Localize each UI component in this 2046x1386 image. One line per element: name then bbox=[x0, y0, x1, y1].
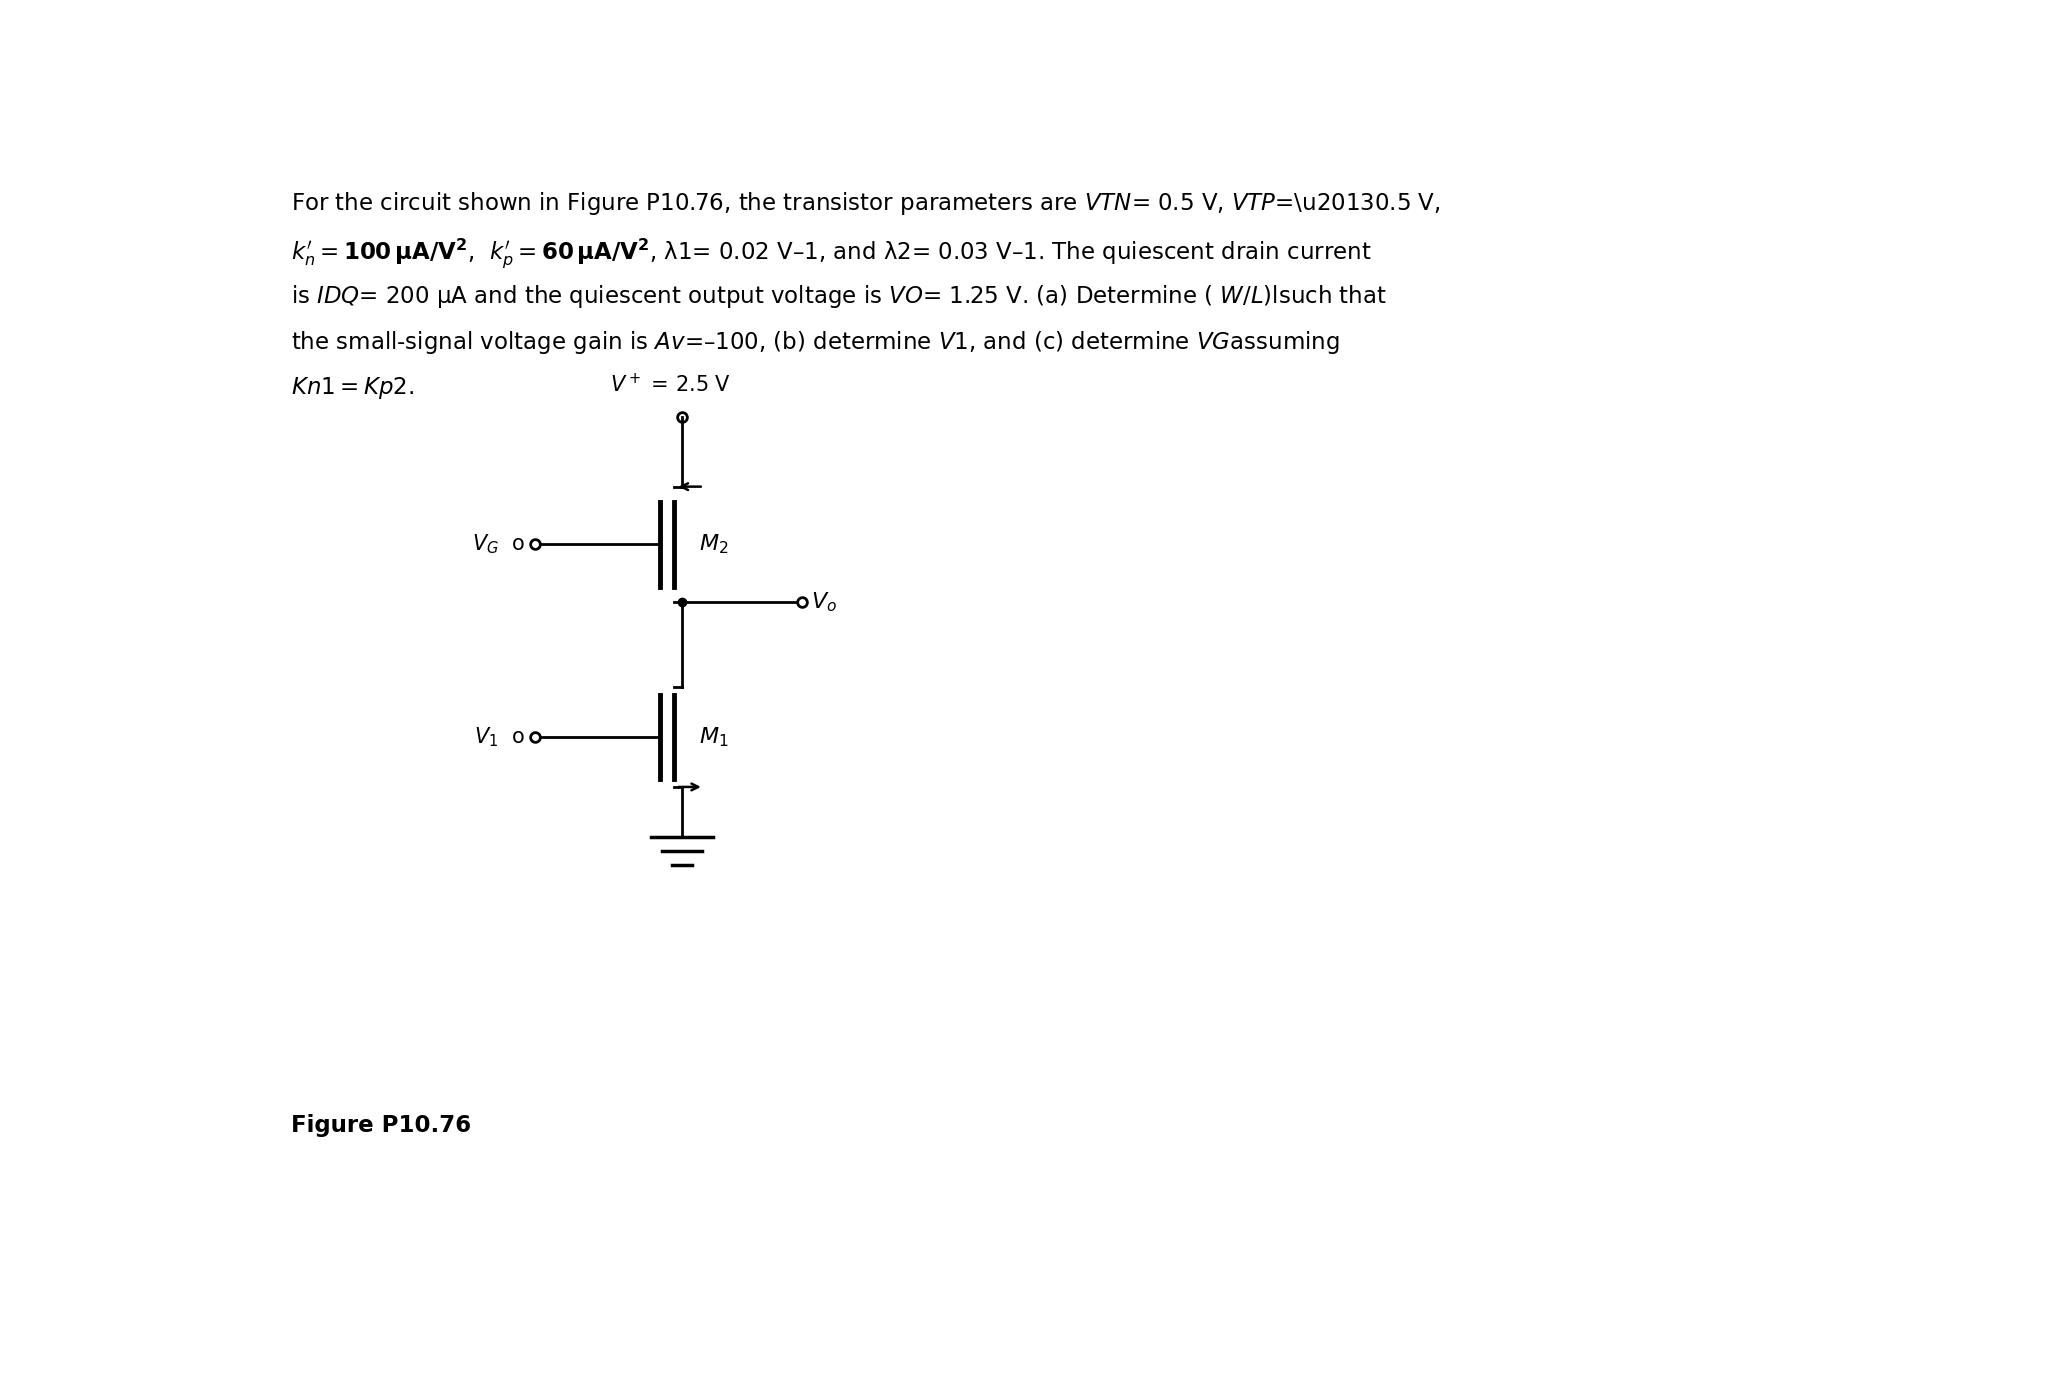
Text: $M_2$: $M_2$ bbox=[700, 532, 728, 556]
Text: $V_1$  o: $V_1$ o bbox=[475, 725, 526, 748]
Text: $k_n^\prime = \mathbf{100\,\mu A/V^2}$,  $k_p^\prime = \mathbf{60\,\mu A/V^2}$, : $k_n^\prime = \mathbf{100\,\mu A/V^2}$, … bbox=[291, 237, 1371, 270]
Text: $V_o$: $V_o$ bbox=[812, 590, 837, 614]
Text: the small-signal voltage gain is $Av$=–100, (b) determine $V1$, and (c) determin: the small-signal voltage gain is $Av$=–1… bbox=[291, 328, 1340, 356]
Text: $V_G$  o: $V_G$ o bbox=[473, 532, 526, 556]
Text: For the circuit shown in Figure P10.76, the transistor parameters are $VTN$= 0.5: For the circuit shown in Figure P10.76, … bbox=[291, 190, 1440, 218]
Text: is $IDQ$= 200 μA and the quiescent output voltage is $VO$= 1.25 V. (a) Determine: is $IDQ$= 200 μA and the quiescent outpu… bbox=[291, 283, 1387, 309]
Text: Figure P10.76: Figure P10.76 bbox=[291, 1114, 471, 1137]
Text: $V^+$ = 2.5 V: $V^+$ = 2.5 V bbox=[610, 373, 730, 396]
Text: $Kn1 = Kp2$.: $Kn1 = Kp2$. bbox=[291, 376, 413, 401]
Text: $M_1$: $M_1$ bbox=[700, 725, 728, 748]
